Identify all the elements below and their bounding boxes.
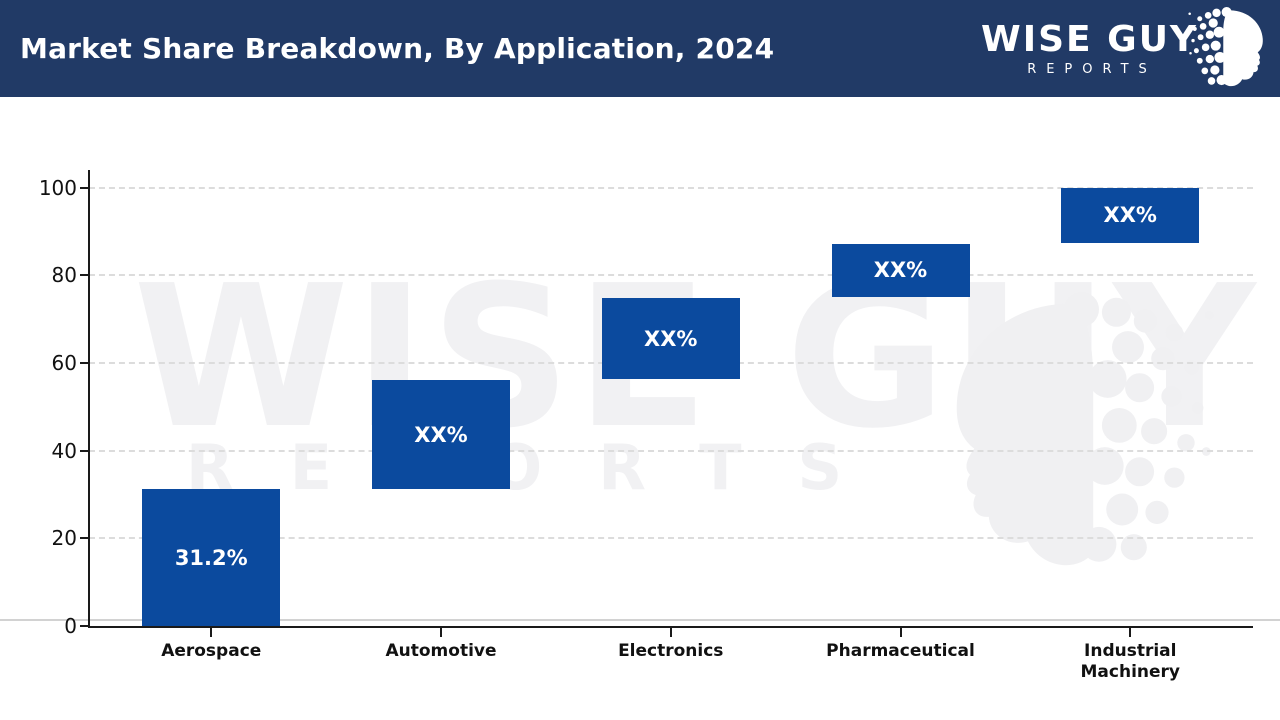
- y-axis-spine: [88, 170, 90, 628]
- bar-value-label: XX%: [873, 258, 928, 283]
- x-axis-label: Aerospace: [161, 641, 262, 661]
- bar-automotive: XX%: [372, 380, 510, 490]
- y-tick-label: 0: [64, 614, 77, 638]
- bar-value-label: XX%: [644, 326, 698, 351]
- y-tick: [80, 449, 89, 452]
- y-tick-label: 60: [51, 350, 77, 375]
- logo-brand-subtitle: REPORTS: [1027, 61, 1157, 77]
- y-tick: [80, 625, 89, 627]
- x-axis-spine: [88, 626, 1253, 628]
- x-tick: [440, 628, 442, 637]
- y-tick-label: 80: [51, 263, 77, 288]
- page-title: Market Share Breakdown, By Application, …: [20, 32, 775, 65]
- wiseguy-logo: WISE GUY REPORTS: [981, 0, 1272, 97]
- y-tick: [80, 186, 89, 189]
- x-tick: [899, 628, 902, 637]
- x-axis-label: Pharmaceutical: [826, 641, 975, 661]
- x-axis-label: Industrial Machinery: [1080, 641, 1181, 683]
- y-tick-label: 20: [51, 526, 77, 551]
- bar-pharmaceutical: XX%: [831, 243, 970, 297]
- x-axis-label: Electronics: [618, 641, 724, 661]
- x-axis-label: Automotive: [385, 641, 497, 661]
- gridline-20: [89, 537, 1253, 540]
- wiseguy-face-icon: [1188, 6, 1263, 86]
- gridline-40: [89, 449, 1253, 452]
- header: Market Share Breakdown, By Application, …: [0, 0, 1280, 97]
- watermark-subtext: REPORTS: [186, 431, 899, 504]
- y-tick-label: 40: [51, 438, 77, 463]
- chart-canvas: WISE GUY REPORTS 02040608010031.2%Aerosp…: [0, 97, 1280, 716]
- plot-area: 0 20 40 60 80 100 31.2% Aerospace XX% Automotive X…: [0, 97, 1280, 716]
- logo-brand-name: WISE GUY: [980, 18, 1198, 60]
- y-tick: [80, 537, 89, 540]
- bar-industrial-machinery: XX%: [1061, 187, 1200, 244]
- x-tick: [1129, 628, 1132, 637]
- logo-text: WISE GUY REPORTS: [980, 18, 1198, 77]
- bar-value-label: XX%: [1103, 203, 1157, 228]
- bar-aerospace: 31.2%: [142, 489, 281, 626]
- bar-value-label: XX%: [414, 422, 468, 447]
- bar-value-label: 31.2%: [174, 545, 248, 570]
- x-tick: [669, 628, 672, 637]
- gridline-80: [89, 274, 1253, 277]
- y-tick: [80, 361, 89, 364]
- bar-electronics: XX%: [601, 298, 740, 379]
- gridline-100: [89, 186, 1253, 189]
- bottom-divider: [0, 619, 1280, 621]
- y-tick: [80, 274, 89, 277]
- y-tick-label: 100: [38, 175, 77, 200]
- x-tick: [210, 628, 213, 637]
- watermark-face-icon: [956, 292, 1214, 566]
